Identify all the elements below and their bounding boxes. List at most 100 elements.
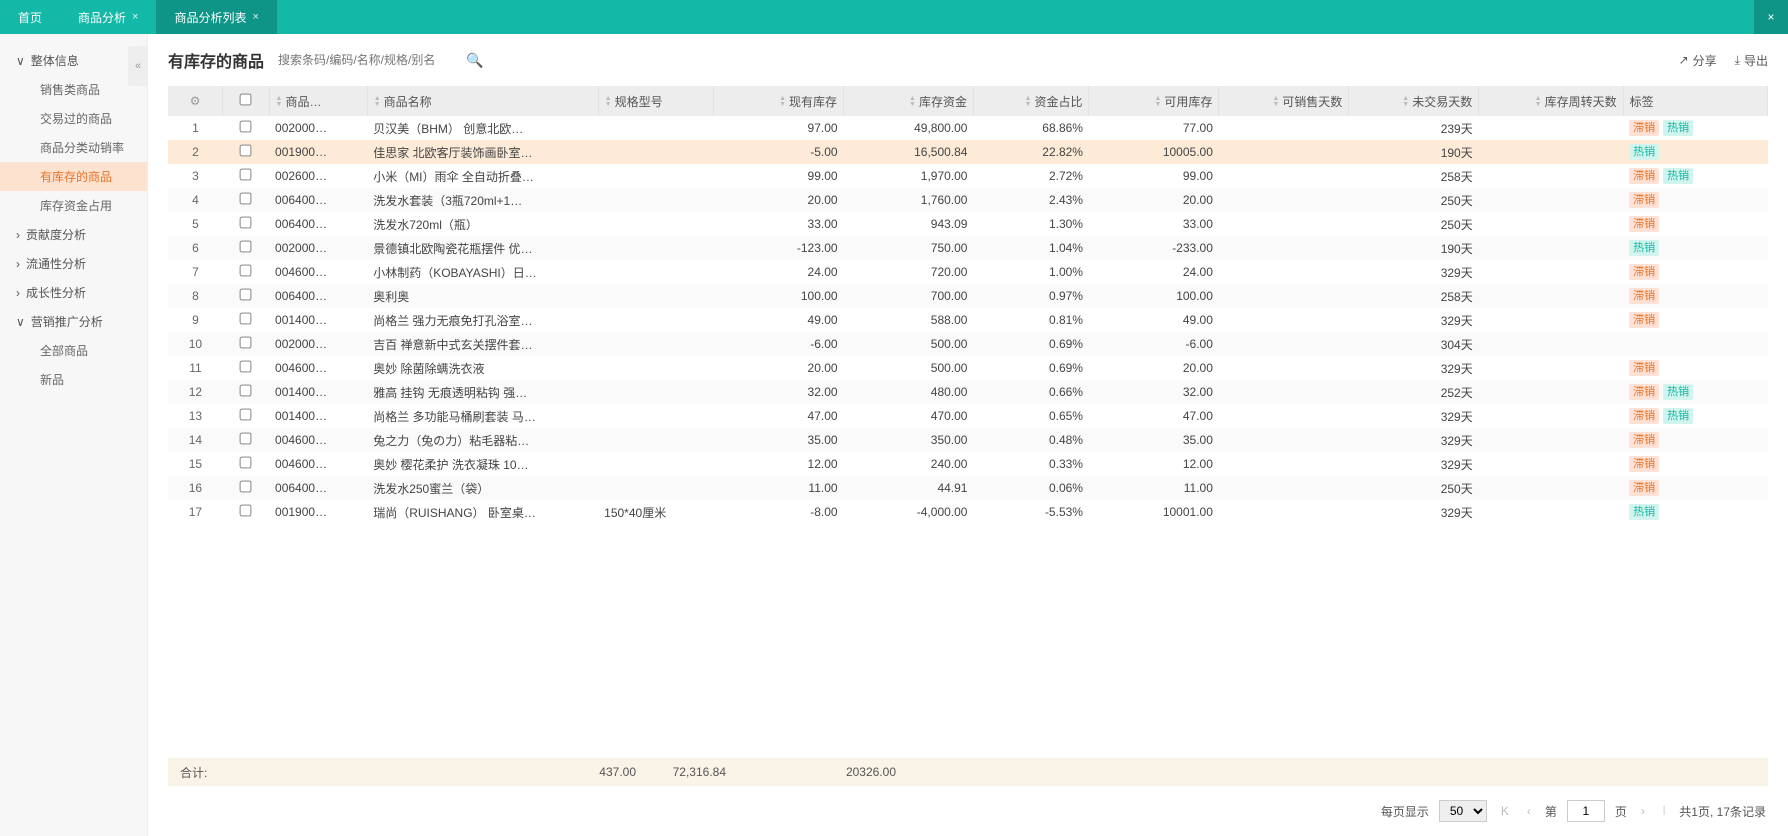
search-input[interactable] <box>278 53 458 67</box>
top-bar-close-button[interactable]: × <box>1754 0 1788 34</box>
nav-item-0-1[interactable]: 交易过的商品 <box>0 104 147 133</box>
share-button[interactable]: ↗ 分享 <box>1679 52 1717 69</box>
cell-turnover <box>1479 428 1623 452</box>
header-checkbox[interactable] <box>240 94 252 106</box>
cell-name: 吉百 禅意新中式玄关摆件套… <box>367 332 598 356</box>
row-checkbox[interactable] <box>240 481 252 493</box>
pager-last-icon[interactable]: ꘡ <box>1659 804 1669 819</box>
row-checkbox[interactable] <box>240 265 252 277</box>
row-checkbox[interactable] <box>240 505 252 517</box>
cell-name: 兔之力（兔の力）粘毛器粘… <box>367 428 598 452</box>
gear-icon[interactable]: ⚙ <box>190 94 201 108</box>
nav-item-0-3[interactable]: 有库存的商品 <box>0 162 147 191</box>
table-row[interactable]: 12001400…雅高 挂钩 无痕透明粘钩 强…32.00480.000.66%… <box>168 380 1768 404</box>
nav-group-0[interactable]: ∨整体信息 <box>0 46 147 75</box>
row-checkbox[interactable] <box>240 337 252 349</box>
nav-item-0-4[interactable]: 库存资金占用 <box>0 191 147 220</box>
row-checkbox[interactable] <box>240 457 252 469</box>
row-checkbox[interactable] <box>240 193 252 205</box>
table-row[interactable]: 5006400…洗发水720ml（瓶）33.00943.091.30%33.00… <box>168 212 1768 236</box>
table-row[interactable]: 2001900…佳思家 北欧客厅装饰画卧室…-5.0016,500.8422.8… <box>168 140 1768 164</box>
col-header-nodeal[interactable]: ▲▼未交易天数 <box>1349 86 1479 116</box>
nav-item-0-0[interactable]: 销售类商品 <box>0 75 147 104</box>
search-icon[interactable]: 🔍 <box>466 52 483 69</box>
nav-group-4[interactable]: ∨营销推广分析 <box>0 307 147 336</box>
close-icon[interactable]: × <box>252 11 258 23</box>
table-row[interactable]: 1002000…贝汉美（BHM） 创意北欧…97.0049,800.0068.8… <box>168 116 1768 140</box>
col-header-saledays[interactable]: ▲▼可销售天数 <box>1219 86 1349 116</box>
row-checkbox[interactable] <box>240 433 252 445</box>
cell-spec <box>598 404 713 428</box>
row-checkbox[interactable] <box>240 169 252 181</box>
cell-pct: -5.53% <box>973 500 1088 524</box>
cell-name: 雅高 挂钩 无痕透明粘钩 强… <box>367 380 598 404</box>
row-checkbox[interactable] <box>240 313 252 325</box>
row-checkbox[interactable] <box>240 289 252 301</box>
top-tab-1[interactable]: 商品分析× <box>60 0 156 34</box>
col-header-turnover[interactable]: ▲▼库存周转天数 <box>1479 86 1623 116</box>
nav-group-2[interactable]: ›流通性分析 <box>0 249 147 278</box>
export-button[interactable]: ⤓ 导出 <box>1735 52 1768 69</box>
table-row[interactable]: 16006400…洗发水250蜜兰（袋）11.0044.910.06%11.00… <box>168 476 1768 500</box>
cell-nodeal: 329天 <box>1349 356 1479 380</box>
cell-saledays <box>1219 164 1349 188</box>
tag-zhixiao: 滞销 <box>1629 192 1659 208</box>
col-header-avail[interactable]: ▲▼可用库存 <box>1089 86 1219 116</box>
table-row[interactable]: 10002000…吉百 禅意新中式玄关摆件套…-6.00500.000.69%-… <box>168 332 1768 356</box>
table-row[interactable]: 13001400…尚格兰 多功能马桶刷套装 马…47.00470.000.65%… <box>168 404 1768 428</box>
table-row[interactable]: 11004600…奥妙 除菌除螨洗衣液20.00500.000.69%20.00… <box>168 356 1768 380</box>
row-checkbox[interactable] <box>240 121 252 133</box>
sidebar-collapse-button[interactable]: « <box>128 46 148 86</box>
cell-saledays <box>1219 284 1349 308</box>
row-checkbox[interactable] <box>240 241 252 253</box>
nav-item-4-1[interactable]: 新品 <box>0 365 147 394</box>
row-checkbox[interactable] <box>240 217 252 229</box>
nav-item-0-2[interactable]: 商品分类动销率 <box>0 133 147 162</box>
table-row[interactable]: 8006400…奥利奥100.00700.000.97%100.00258天滞销 <box>168 284 1768 308</box>
cell-fund: 500.00 <box>844 356 974 380</box>
table-row[interactable]: 14004600…兔之力（兔の力）粘毛器粘…35.00350.000.48%35… <box>168 428 1768 452</box>
page-size-select[interactable]: 50 <box>1439 800 1487 822</box>
row-checkbox[interactable] <box>240 409 252 421</box>
col-header-label: 库存资金 <box>919 95 967 109</box>
col-header-label: 商品… <box>285 95 321 109</box>
top-tab-0[interactable]: 首页 <box>0 0 60 34</box>
close-icon[interactable]: × <box>132 11 138 23</box>
table-row[interactable]: 15004600…奥妙 樱花柔护 洗衣凝珠 10…12.00240.000.33… <box>168 452 1768 476</box>
table-row[interactable]: 17001900…瑞尚（RUISHANG） 卧室桌…150*40厘米-8.00-… <box>168 500 1768 524</box>
table-row[interactable]: 3002600…小米（MI）雨伞 全自动折叠…99.001,970.002.72… <box>168 164 1768 188</box>
col-header-fund[interactable]: ▲▼库存资金 <box>844 86 974 116</box>
cell-turnover <box>1479 236 1623 260</box>
col-header-name[interactable]: ▲▼商品名称 <box>367 86 598 116</box>
cell-turnover <box>1479 140 1623 164</box>
table-row[interactable]: 4006400…洗发水套装（3瓶720ml+1…20.001,760.002.4… <box>168 188 1768 212</box>
cell-turnover <box>1479 332 1623 356</box>
table-row[interactable]: 7004600…小林制药（KOBAYASHI）日…24.00720.001.00… <box>168 260 1768 284</box>
col-header-spec[interactable]: ▲▼规格型号 <box>598 86 713 116</box>
cell-saledays <box>1219 212 1349 236</box>
nav-group-1[interactable]: ›贡献度分析 <box>0 220 147 249</box>
tag-zhixiao: 滞销 <box>1629 408 1659 424</box>
cell-tags: 滞销 <box>1623 356 1767 380</box>
col-header-code[interactable]: ▲▼商品… <box>269 86 367 116</box>
cell-spec <box>598 380 713 404</box>
row-checkbox[interactable] <box>240 385 252 397</box>
nav-item-4-0[interactable]: 全部商品 <box>0 336 147 365</box>
cell-tags: 滞销 <box>1623 452 1767 476</box>
pager-prev-icon[interactable]: ‹ <box>1523 804 1535 818</box>
pager-page-input[interactable] <box>1567 800 1605 822</box>
pager-next-icon[interactable]: › <box>1637 804 1649 818</box>
row-checkbox[interactable] <box>240 145 252 157</box>
row-checkbox-cell <box>223 308 269 332</box>
col-header-stock[interactable]: ▲▼现有库存 <box>714 86 844 116</box>
page-title: 有库存的商品 <box>168 48 264 72</box>
table-row[interactable]: 6002000…景德镇北欧陶瓷花瓶摆件 优…-123.00750.001.04%… <box>168 236 1768 260</box>
nav-group-3[interactable]: ›成长性分析 <box>0 278 147 307</box>
table-row[interactable]: 9001400…尚格兰 强力无痕免打孔浴室…49.00588.000.81%49… <box>168 308 1768 332</box>
cell-saledays <box>1219 476 1349 500</box>
col-header-pct[interactable]: ▲▼资金占比 <box>973 86 1088 116</box>
row-checkbox[interactable] <box>240 361 252 373</box>
top-tab-2[interactable]: 商品分析列表× <box>156 0 276 34</box>
pager-first-icon[interactable]: K <box>1497 804 1513 818</box>
tag-rexiao: 热销 <box>1629 504 1659 520</box>
